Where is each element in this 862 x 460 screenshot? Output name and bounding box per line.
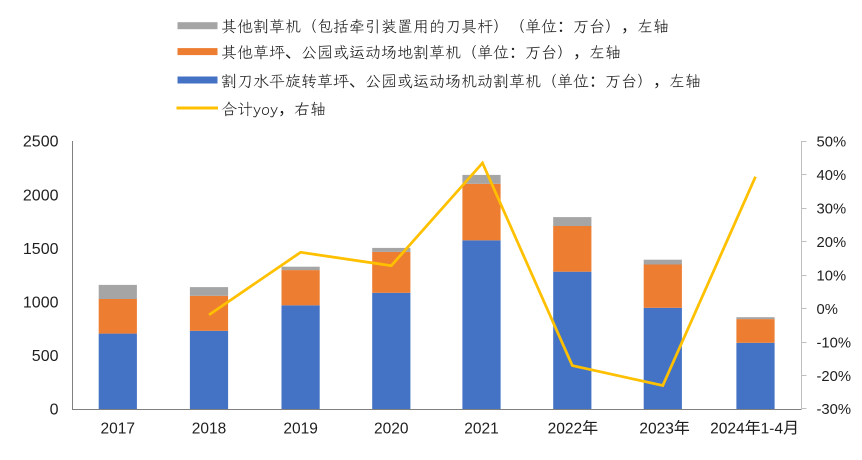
svg-text:2500: 2500 xyxy=(23,134,59,151)
svg-text:2021: 2021 xyxy=(464,420,498,437)
svg-text:1000: 1000 xyxy=(23,294,59,311)
svg-text:30%: 30% xyxy=(817,202,847,218)
svg-text:0: 0 xyxy=(50,402,59,419)
svg-text:40%: 40% xyxy=(817,168,847,184)
svg-text:10%: 10% xyxy=(817,268,847,284)
svg-text:2019: 2019 xyxy=(283,420,317,437)
svg-text:2018: 2018 xyxy=(192,420,226,437)
svg-text:2017: 2017 xyxy=(101,420,135,437)
svg-text:-30%: -30% xyxy=(817,402,852,418)
svg-text:2020: 2020 xyxy=(374,420,409,437)
svg-text:20%: 20% xyxy=(817,235,847,251)
svg-text:-10%: -10% xyxy=(817,335,852,351)
svg-text:50%: 50% xyxy=(817,135,847,151)
svg-text:1500: 1500 xyxy=(23,241,59,258)
svg-text:0%: 0% xyxy=(817,302,838,318)
svg-text:-20%: -20% xyxy=(817,369,852,385)
svg-text:500: 500 xyxy=(32,348,59,365)
svg-text:2000: 2000 xyxy=(23,187,59,204)
